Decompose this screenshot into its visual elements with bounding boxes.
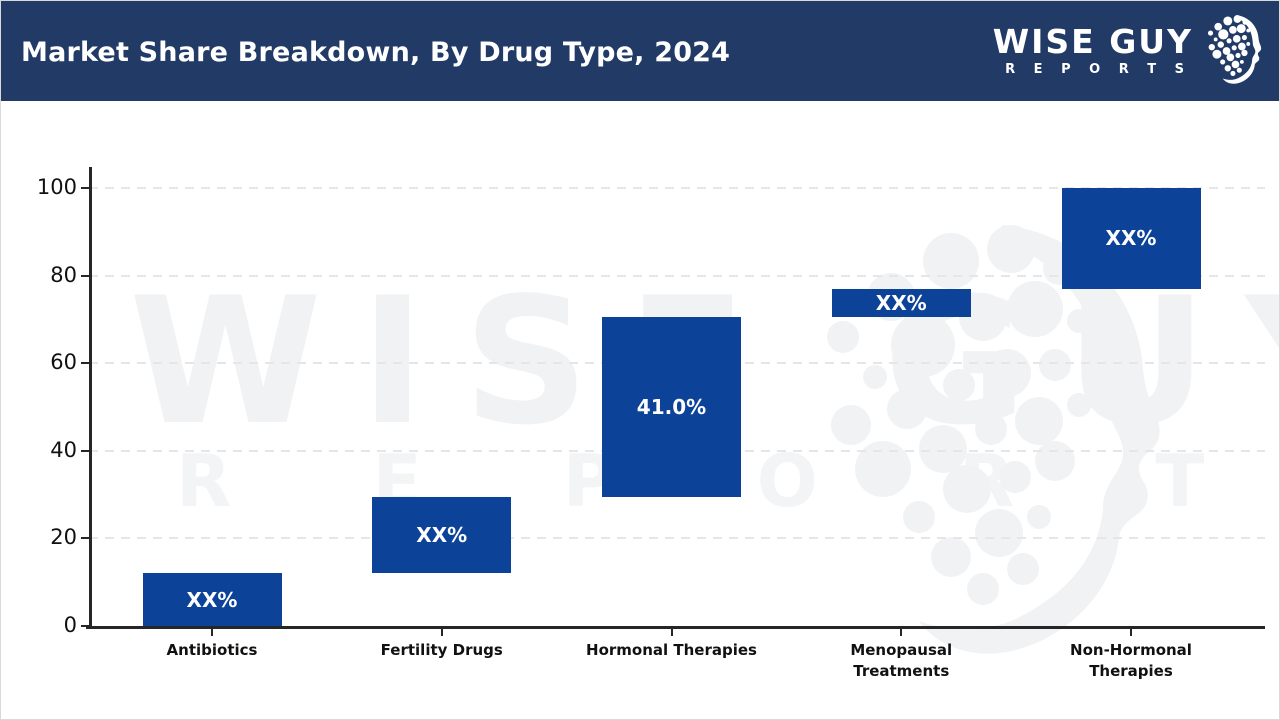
x-tick-4 [1130, 628, 1132, 636]
dotted-head-icon [1207, 15, 1262, 84]
bar-hormonal-therapies: 41.0% [602, 317, 741, 497]
y-axis-spine [89, 167, 92, 629]
header-bar: Market Share Breakdown, By Drug Type, 20… [1, 1, 1279, 101]
category-label-3: Menopausal Treatments [850, 641, 953, 680]
y-tick-label-0: 0 [63, 613, 77, 637]
y-tick-0 [81, 625, 89, 627]
gridline-20 [89, 537, 1265, 540]
chart-canvas: WISE GUY R E P O R T S 020406080100XX%XX… [1, 101, 1279, 719]
x-tick-2 [670, 628, 673, 636]
category-label-0: Antibiotics [166, 641, 258, 659]
bar-value-label: XX% [1105, 226, 1157, 251]
category-label-2: Hormonal Therapies [586, 641, 757, 659]
y-tick-label-80: 80 [50, 262, 77, 287]
y-tick-label-60: 60 [50, 350, 77, 375]
category-label-1: Fertility Drugs [380, 641, 503, 659]
y-tick-20 [81, 537, 89, 540]
y-tick-40 [81, 449, 89, 452]
y-tick-label-40: 40 [50, 437, 77, 462]
bar-non-hormonal-therapies: XX% [1061, 188, 1201, 289]
x-tick-1 [440, 628, 443, 636]
wise-guy-logo: WISE GUY R E P O R T S [993, 9, 1263, 93]
bar-menopausal-treatments: XX% [831, 288, 971, 318]
y-tick-label-100: 100 [36, 175, 77, 199]
logo-text: WISE GUY R E P O R T S [993, 25, 1193, 77]
y-tick-60 [81, 362, 89, 365]
y-tick-80 [81, 274, 89, 277]
gridline-100 [89, 187, 1265, 189]
logo-subtext: R E P O R T S [1005, 62, 1191, 77]
x-axis-spine [86, 626, 1265, 629]
bar-value-label: XX% [416, 523, 468, 548]
y-tick-label-20: 20 [50, 525, 77, 550]
bar-value-label: 41.0% [636, 394, 707, 419]
y-tick-100 [81, 187, 89, 189]
category-label-4: Non-Hormonal Therapies [1070, 641, 1192, 680]
bar-value-label: XX% [875, 290, 927, 315]
page-title: Market Share Breakdown, By Drug Type, 20… [21, 37, 731, 68]
bar-fertility-drugs: XX% [372, 496, 512, 574]
logo-wordmark: WISE GUY [992, 22, 1193, 61]
bar-value-label: XX% [186, 587, 238, 612]
x-tick-3 [900, 628, 903, 636]
gridline-80 [89, 274, 1265, 277]
bar-antibiotics: XX% [142, 573, 282, 626]
x-tick-0 [211, 628, 213, 636]
